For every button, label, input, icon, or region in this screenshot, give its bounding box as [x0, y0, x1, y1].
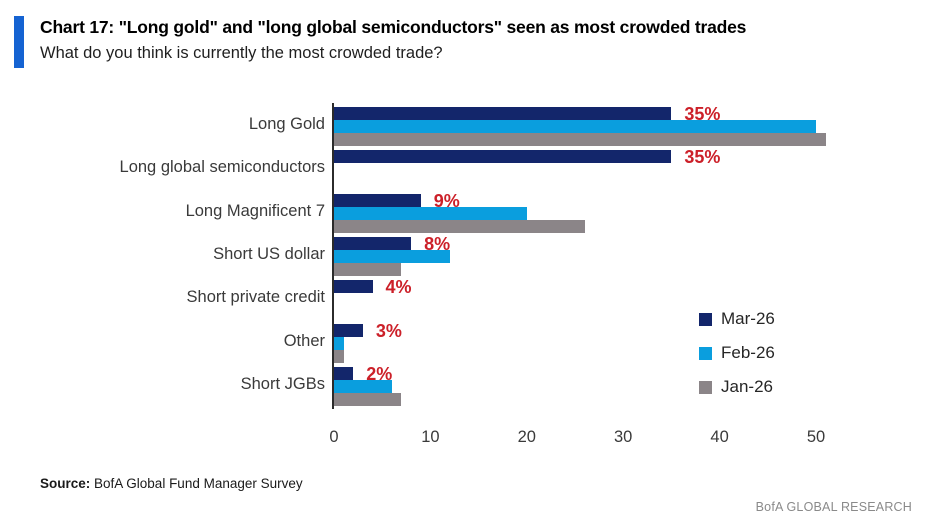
legend-item-mar-26: Mar-26	[699, 302, 775, 336]
legend-swatch-icon	[699, 380, 712, 394]
bar-value-label: 2%	[366, 363, 393, 384]
bar-mar-26	[334, 280, 373, 294]
bar-value-label: 8%	[424, 233, 451, 254]
source-line: Source: BofA Global Fund Manager Survey	[40, 476, 303, 491]
bar-value-label: 35%	[684, 104, 721, 124]
legend-label: Mar-26	[721, 309, 775, 328]
x-tick-label: 10	[421, 428, 440, 446]
bar-mar-26	[334, 107, 672, 120]
legend-swatch-icon	[699, 346, 712, 360]
bar-mar-26	[334, 366, 354, 380]
x-tick-label: 30	[614, 428, 633, 446]
bar-feb-26	[334, 379, 392, 393]
bar-jan-26	[334, 133, 826, 146]
category-label: Short US dollar	[213, 244, 325, 263]
source-label: Source:	[40, 476, 91, 491]
bar-jan-26	[334, 349, 344, 363]
brand-text: BofA GLOBAL RESEARCH	[755, 500, 912, 514]
bar-mar-26	[334, 323, 363, 337]
bar-value-label: 9%	[433, 190, 460, 211]
bar-feb-26	[334, 336, 344, 350]
bar-feb-26	[334, 206, 527, 220]
bar-jan-26	[334, 392, 402, 406]
source-text: BofA Global Fund Manager Survey	[90, 476, 303, 491]
category-label: Long Gold	[248, 115, 325, 133]
category-label: Short JGBs	[240, 374, 325, 393]
category-label: Other	[283, 331, 325, 350]
bar-feb-26	[334, 249, 450, 263]
bar-value-label: 3%	[375, 320, 402, 341]
chart-subtitle: What do you think is currently the most …	[40, 44, 443, 62]
bar-feb-26	[334, 120, 816, 133]
x-tick-label: 50	[806, 428, 826, 446]
bar-mar-26	[334, 193, 421, 207]
legend-swatch-icon	[699, 312, 712, 326]
legend-label: Jan-26	[721, 377, 773, 396]
chart-title: Chart 17: "Long gold" and "long global s…	[40, 17, 747, 37]
legend-label: Feb-26	[721, 343, 775, 362]
category-label: Long Magnificent 7	[185, 201, 325, 220]
x-tick-label: 40	[710, 428, 729, 446]
x-tick-label: 0	[329, 428, 339, 446]
x-tick-label: 20	[517, 428, 536, 446]
title-accent-bar	[14, 16, 24, 68]
legend: Mar-26 Feb-26 Jan-26	[699, 302, 775, 404]
bar-mar-26	[334, 150, 672, 164]
category-label: Short private credit	[186, 288, 325, 307]
legend-item-jan-26: Jan-26	[699, 370, 775, 404]
bar-jan-26	[334, 262, 402, 276]
y-axis-line	[332, 103, 334, 409]
bar-mar-26	[334, 236, 412, 250]
legend-item-feb-26: Feb-26	[699, 336, 775, 370]
bar-value-label: 35%	[684, 147, 721, 168]
bar-value-label: 4%	[385, 277, 412, 298]
bar-jan-26	[334, 219, 585, 233]
category-label: Long global semiconductors	[119, 158, 325, 177]
